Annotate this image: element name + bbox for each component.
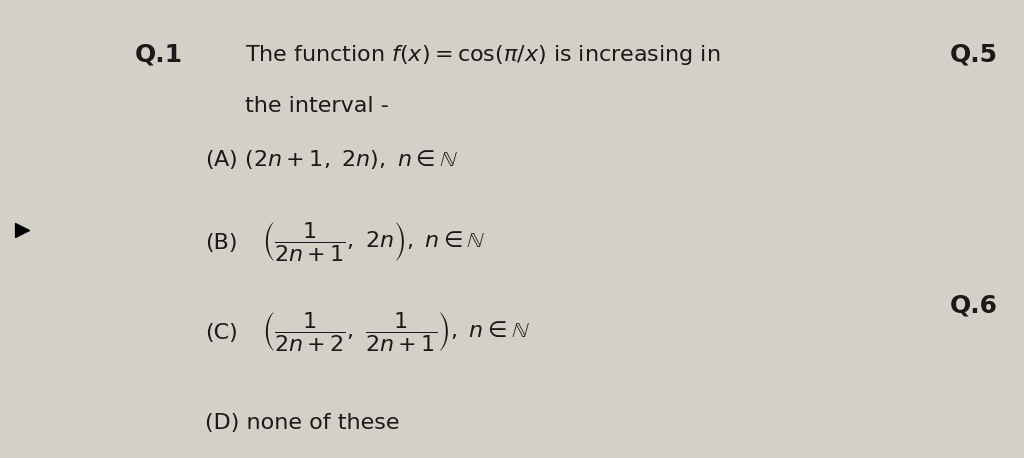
Text: Q.1: Q.1: [135, 43, 183, 67]
Text: (A) $(2n+1,\ 2n),\ n \in \mathbb{N}$: (A) $(2n+1,\ 2n),\ n \in \mathbb{N}$: [205, 148, 458, 171]
Text: $\left(\dfrac{1}{2n+2},\ \dfrac{1}{2n+1}\right),\ n \in \mathbb{N}$: $\left(\dfrac{1}{2n+2},\ \dfrac{1}{2n+1}…: [262, 310, 529, 353]
Text: Q.6: Q.6: [950, 293, 998, 317]
Text: (C): (C): [205, 323, 238, 343]
Text: $\left(\dfrac{1}{2n+1},\ 2n\right),\ n \in \mathbb{N}$: $\left(\dfrac{1}{2n+1},\ 2n\right),\ n \…: [262, 220, 485, 263]
Text: The function $f(x) = \cos(\pi/x)$ is increasing in: The function $f(x) = \cos(\pi/x)$ is inc…: [245, 43, 720, 67]
Text: (B): (B): [205, 233, 238, 253]
Text: the interval -: the interval -: [245, 96, 389, 116]
Text: Q.5: Q.5: [950, 43, 998, 67]
Text: (D) none of these: (D) none of these: [205, 413, 399, 433]
